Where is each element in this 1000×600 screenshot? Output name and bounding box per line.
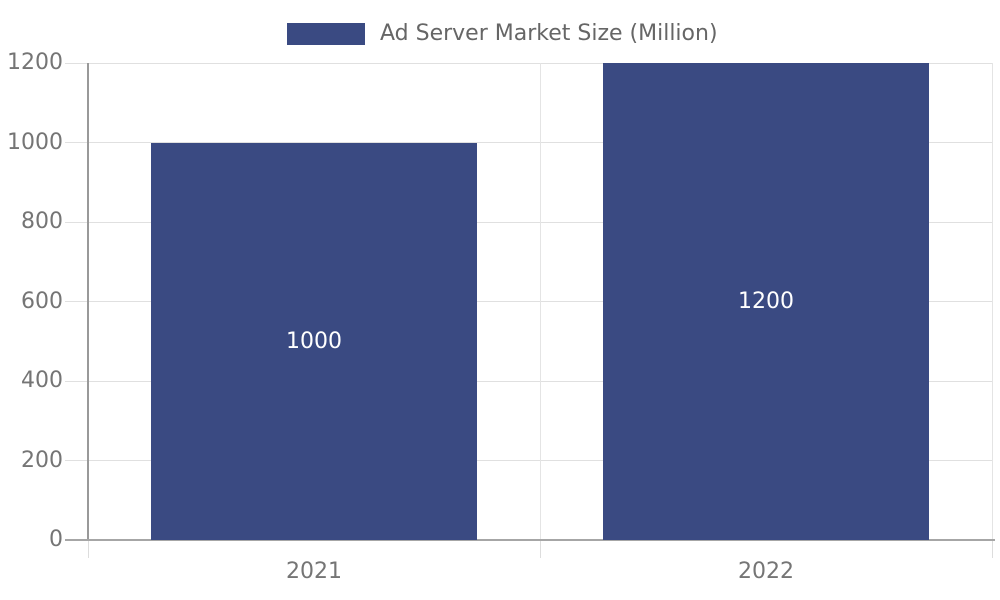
y-axis-tick-label: 1000 (7, 129, 63, 155)
bar-value-label: 1200 (738, 289, 794, 314)
y-axis-tick-label: 1200 (7, 50, 63, 75)
legend-swatch-icon (287, 22, 365, 45)
y-axis-tick-label: 800 (21, 209, 63, 234)
y-axis-tick-label: 400 (21, 368, 63, 393)
y-gridline (65, 380, 992, 382)
x-gridline (539, 63, 541, 540)
y-gridline (65, 460, 992, 461)
x-axis-category-label: 2021 (286, 559, 342, 584)
y-gridline (65, 62, 992, 64)
y-axis-tick-label: 200 (21, 447, 63, 473)
y-gridline (65, 221, 992, 223)
y-axis-line (87, 63, 89, 540)
x-gridline (991, 63, 993, 540)
legend-label: Ad Server Market Size (Million) (380, 21, 718, 46)
x-axis-tick (539, 540, 541, 558)
y-gridline (65, 301, 992, 302)
y-axis-tick-label: 600 (21, 288, 63, 314)
y-gridline (65, 142, 992, 143)
legend-item[interactable]: Ad Server Market Size (Million) (287, 21, 718, 46)
x-axis-tick (991, 540, 993, 558)
bar-2021[interactable]: 1000 (151, 142, 477, 540)
bar-value-label: 1000 (286, 328, 342, 354)
x-axis-line (65, 539, 995, 541)
x-axis-category-label: 2022 (738, 559, 794, 584)
x-axis-tick (87, 540, 89, 558)
y-axis-tick-label: 0 (49, 527, 63, 552)
bar-2022[interactable]: 1200 (603, 63, 929, 540)
